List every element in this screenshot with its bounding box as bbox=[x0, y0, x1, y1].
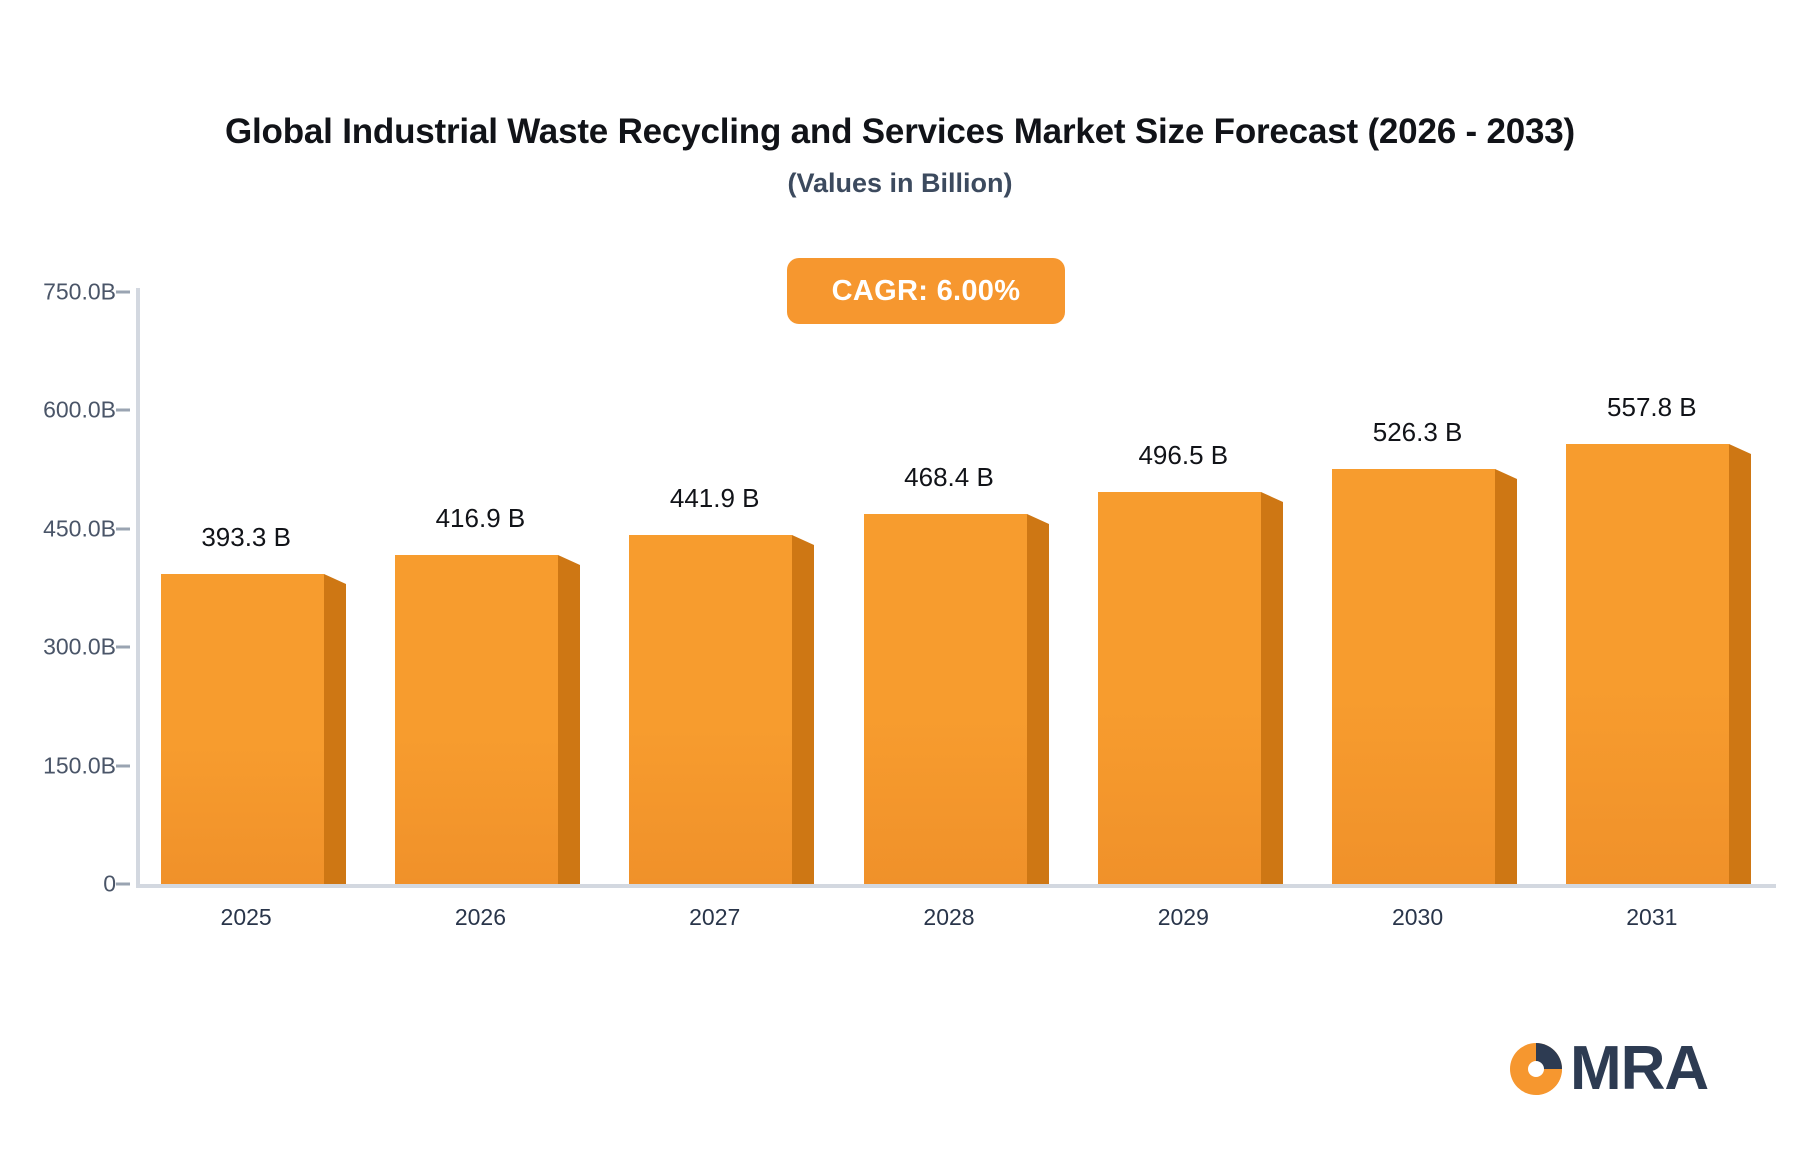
bar[interactable] bbox=[160, 564, 346, 884]
y-axis-tick-label: 450.0B bbox=[43, 515, 116, 542]
x-axis-tick-label: 2029 bbox=[1157, 904, 1209, 930]
bar-side-face bbox=[1026, 524, 1049, 884]
x-axis-tick-label: 2031 bbox=[1626, 904, 1678, 930]
bar[interactable] bbox=[394, 545, 580, 884]
bar-side-face bbox=[323, 583, 346, 884]
bar-front-face bbox=[1332, 468, 1496, 884]
bar-top-bevel bbox=[557, 554, 580, 565]
bar-side-face bbox=[1729, 453, 1752, 884]
x-axis-tick-label: 2026 bbox=[454, 904, 507, 930]
y-axis-tick-label: 600.0B bbox=[43, 396, 116, 423]
bar[interactable] bbox=[629, 525, 815, 884]
bar-top-bevel bbox=[1729, 443, 1752, 454]
bar-top-bevel bbox=[323, 573, 346, 584]
logo-pie-icon bbox=[1510, 1043, 1562, 1095]
bar-front-face bbox=[863, 514, 1027, 884]
y-axis-tick-mark bbox=[116, 882, 130, 886]
bar-value-label: 441.9 B bbox=[669, 483, 760, 514]
bar-top-bevel bbox=[792, 535, 815, 546]
chart-subtitle: (Values in Billion) bbox=[787, 168, 1013, 198]
x-axis-tick-label: 2027 bbox=[689, 904, 741, 930]
bar-top-bevel bbox=[1495, 468, 1518, 479]
bar[interactable] bbox=[1097, 482, 1283, 884]
bar-value-label: 496.5 B bbox=[1138, 440, 1229, 471]
bar-front-face bbox=[1566, 443, 1730, 884]
logo-text: MRA bbox=[1570, 1034, 1709, 1103]
y-axis-tick-label: 300.0B bbox=[43, 633, 116, 660]
bar-front-face bbox=[1097, 492, 1261, 884]
x-axis-line bbox=[136, 884, 1776, 888]
bar-value-label: 393.3 B bbox=[201, 521, 291, 552]
bar-front-face bbox=[629, 535, 793, 884]
bar-top-bevel bbox=[1260, 492, 1283, 503]
y-axis-tick-mark bbox=[116, 764, 130, 768]
bar[interactable] bbox=[863, 504, 1049, 884]
bar-side-face bbox=[1495, 478, 1518, 884]
y-axis-tick-label: 150.0B bbox=[43, 752, 116, 779]
cagr-badge: CAGR: 6.00% bbox=[787, 258, 1065, 324]
bar-value-label: 468.4 B bbox=[904, 462, 994, 493]
x-axis-tick-label: 2030 bbox=[1391, 904, 1444, 930]
x-axis-tick-label: 2025 bbox=[220, 904, 272, 930]
y-axis-tick-mark bbox=[116, 290, 130, 294]
x-axis-tick-label: 2028 bbox=[923, 904, 975, 930]
bar-front-face bbox=[394, 554, 558, 884]
y-axis-tick-label: 750.0B bbox=[43, 278, 116, 305]
bar-value-label: 557.8 B bbox=[1607, 391, 1697, 422]
bar[interactable] bbox=[1332, 459, 1518, 884]
bar-value-label: 416.9 B bbox=[435, 502, 526, 533]
mra-logo: MRA bbox=[1508, 1034, 1709, 1103]
y-axis-tick-mark bbox=[116, 527, 130, 531]
bar[interactable] bbox=[1566, 434, 1752, 884]
bar-side-face bbox=[1260, 502, 1283, 884]
chart-title: Global Industrial Waste Recycling and Se… bbox=[225, 112, 1575, 151]
y-axis-tick-mark bbox=[116, 645, 130, 649]
bar-side-face bbox=[792, 545, 815, 884]
y-axis-tick-label: 0 bbox=[103, 870, 116, 897]
y-axis-line bbox=[136, 288, 140, 888]
bar-front-face bbox=[160, 573, 324, 884]
y-axis-tick-mark bbox=[116, 408, 130, 412]
bar-top-bevel bbox=[1026, 514, 1049, 525]
bar-side-face bbox=[557, 564, 580, 884]
bar-value-label: 526.3 B bbox=[1372, 416, 1463, 447]
